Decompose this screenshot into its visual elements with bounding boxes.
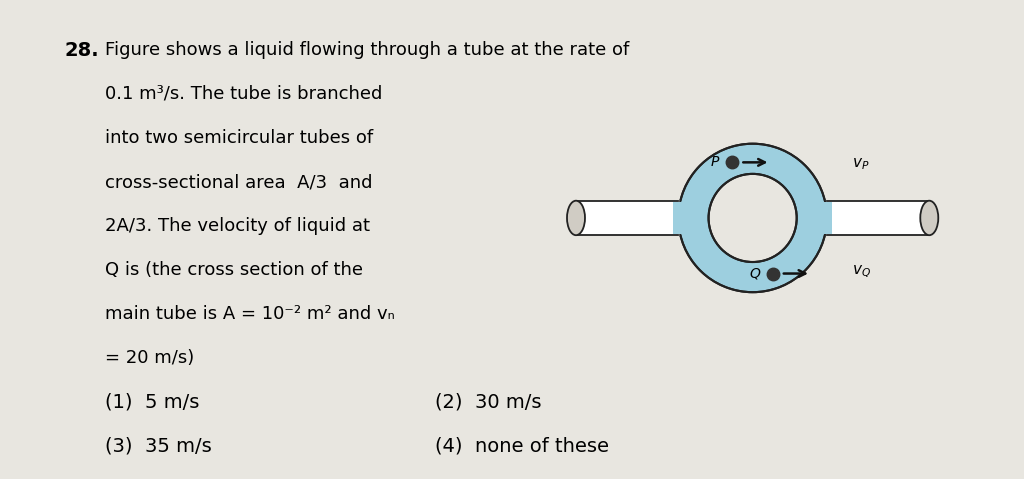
- Ellipse shape: [567, 201, 585, 235]
- Bar: [674, 202, 685, 234]
- Text: (3)  35 m/s: (3) 35 m/s: [105, 437, 212, 456]
- Text: $v_Q$: $v_Q$: [852, 263, 870, 280]
- Text: Q is (the cross section of the: Q is (the cross section of the: [105, 261, 362, 279]
- Text: Figure shows a liquid flowing through a tube at the rate of: Figure shows a liquid flowing through a …: [105, 41, 630, 59]
- Bar: [575, 201, 683, 235]
- Text: cross-sectional area  A/3  and: cross-sectional area A/3 and: [105, 173, 373, 191]
- Text: $P$: $P$: [710, 155, 721, 170]
- Text: (1)  5 m/s: (1) 5 m/s: [105, 393, 200, 412]
- Bar: [820, 202, 831, 234]
- Text: 28.: 28.: [65, 41, 99, 60]
- Ellipse shape: [921, 201, 938, 235]
- Text: (4)  none of these: (4) none of these: [435, 437, 609, 456]
- Text: main tube is A = 10⁻² m² and vₙ: main tube is A = 10⁻² m² and vₙ: [105, 305, 394, 323]
- Bar: [822, 201, 930, 235]
- Text: $Q$: $Q$: [749, 266, 761, 281]
- Text: into two semicircular tubes of: into two semicircular tubes of: [105, 129, 373, 147]
- Text: $v_P$: $v_P$: [852, 157, 869, 172]
- Text: = 20 m/s): = 20 m/s): [105, 349, 195, 367]
- Text: 0.1 m³/s. The tube is branched: 0.1 m³/s. The tube is branched: [105, 85, 382, 103]
- Circle shape: [678, 144, 827, 292]
- Text: (2)  30 m/s: (2) 30 m/s: [435, 393, 542, 412]
- Text: 2A/3. The velocity of liquid at: 2A/3. The velocity of liquid at: [105, 217, 370, 235]
- Circle shape: [709, 174, 797, 262]
